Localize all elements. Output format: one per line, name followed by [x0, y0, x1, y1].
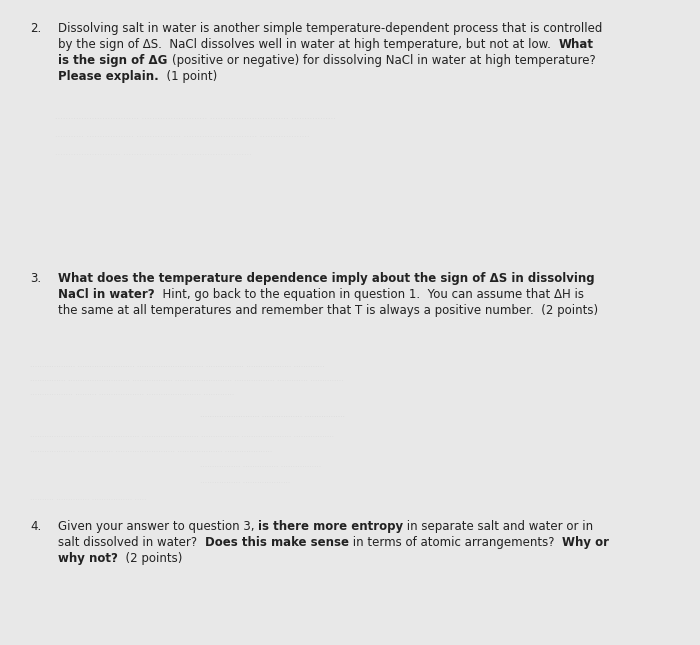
- Text: ................. ....................: ................. ....................: [200, 476, 290, 485]
- Text: ......................... .................... ........................ ........: ......................... ..............…: [30, 430, 334, 439]
- Text: in separate salt and water or in: in separate salt and water or in: [403, 520, 594, 533]
- Text: ........... .................. ................. ............................ ..: ........... .................. .........…: [55, 130, 309, 139]
- Text: ............... .......................... ................. ...................: ............... ........................…: [30, 374, 344, 383]
- Text: ......................... ..................... ...........................: ......................... ..............…: [55, 148, 252, 157]
- Text: ................... ............... ......................... ..................: ................... ............... ....…: [30, 445, 272, 454]
- Text: (positive or negative) for dissolving NaCl in water at high temperature?: (positive or negative) for dissolving Na…: [172, 54, 595, 67]
- Text: Why or: Why or: [561, 536, 608, 549]
- Text: Hint, go back to the equation in question 1.  You can assume that ΔH is: Hint, go back to the equation in questio…: [155, 288, 584, 301]
- Text: Does this make sense: Does this make sense: [204, 536, 349, 549]
- Text: (1 point): (1 point): [159, 70, 217, 83]
- Text: why not?: why not?: [58, 552, 118, 565]
- Text: the same at all temperatures and remember that T is always a positive number.  (: the same at all temperatures and remembe…: [58, 304, 598, 317]
- Text: by the sign of ΔS.  NaCl dissolves well in water at high temperature, but not at: by the sign of ΔS. NaCl dissolves well i…: [58, 38, 559, 51]
- Text: 4.: 4.: [30, 520, 41, 533]
- Text: 3.: 3.: [30, 272, 41, 285]
- Text: What: What: [559, 38, 594, 51]
- Text: Dissolving salt in water is another simple temperature-dependent process that is: Dissolving salt in water is another simp…: [58, 22, 603, 35]
- Text: NaCl in water?: NaCl in water?: [58, 288, 155, 301]
- Text: What does the temperature dependence imply about the sign of ΔS in dissolving: What does the temperature dependence imp…: [58, 272, 594, 285]
- Text: ......................... ................. .................: ......................... ..............…: [200, 410, 345, 419]
- Text: ................................ ......................... .....................: ................................ .......…: [55, 112, 336, 121]
- Text: .................. ......... ................... ....................... .......: .................. ......... ...........…: [30, 388, 235, 397]
- Text: in terms of atomic arrangements?: in terms of atomic arrangements?: [349, 536, 561, 549]
- Text: 2.: 2.: [30, 22, 41, 35]
- Text: ................... ........................ ............................ ......: ................... ....................…: [30, 360, 325, 369]
- Text: ................. ............... .................: ................. ............... ......…: [200, 460, 321, 469]
- Text: (2 points): (2 points): [118, 552, 182, 565]
- Text: Given your answer to question 3,: Given your answer to question 3,: [58, 520, 258, 533]
- Text: is there more entropy: is there more entropy: [258, 520, 403, 533]
- Text: Please explain.: Please explain.: [58, 70, 159, 83]
- Text: is the sign of ΔG: is the sign of ΔG: [58, 54, 171, 67]
- Text: .......... .............. ................. .....: .......... .............. ..............…: [30, 493, 146, 502]
- Text: salt dissolved in water?: salt dissolved in water?: [58, 536, 204, 549]
